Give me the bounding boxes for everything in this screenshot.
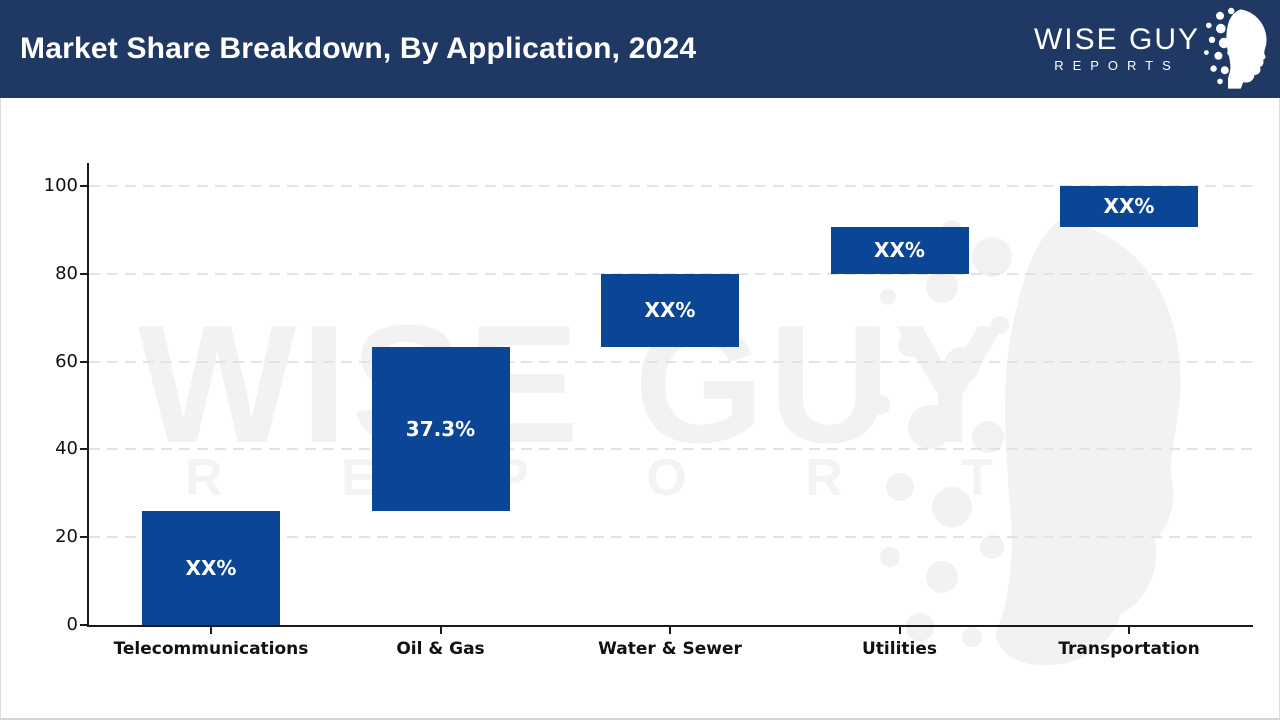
page-bottom-border [0,718,1280,720]
x-axis-spine [87,625,1253,627]
bar-value-label: XX% [185,555,237,580]
bar-utilities: XX% [830,226,969,274]
x-category-label: Telecommunications [113,639,309,659]
bar-value-label: XX% [1103,194,1155,219]
watermark-brand-text: WISE GUY [138,290,1011,478]
brand-tagline: REPORTS [1054,58,1180,73]
y-tick-label-40: 40 [55,438,78,460]
y-tick-label-100: 100 [43,175,78,196]
x-tickmark-3 [898,627,901,634]
y-tickmark-80 [80,272,87,275]
gridline-100 [89,185,1256,187]
x-category-label: Utilities [861,639,937,659]
x-category-label: Oil & Gas [396,639,485,659]
brand-logo-text: WISE GUY REPORTS [1033,23,1200,74]
y-axis-spine [87,163,89,627]
x-category-label: Water & Sewer [598,639,742,659]
bar-value-label: 37.3% [405,416,476,441]
bar-oil-gas: 37.3% [371,347,510,511]
page-title: Market Share Breakdown, By Application, … [20,32,697,65]
brand-name: WISE GUY [1033,23,1200,56]
y-tickmark-100 [80,185,87,187]
x-tickmark-0 [210,627,212,634]
bar-telecommunications: XX% [142,510,280,625]
bar-value-label: XX% [644,298,696,323]
gridline-40 [89,448,1256,451]
brand-logo: WISE GUY REPORTS [1034,0,1268,98]
bar-value-label: XX% [874,238,925,263]
gridline-60 [89,360,1256,363]
y-tickmark-0 [80,624,87,626]
x-tickmark-4 [1128,627,1130,634]
watermark-tagline-text: R E P O R T S [185,449,1199,507]
bar-water-sewer: XX% [601,273,739,348]
header-band: Market Share Breakdown, By Application, … [0,0,1280,98]
y-tickmark-20 [80,536,87,539]
head-profile-icon [1196,4,1268,95]
y-tick-label-80: 80 [55,262,78,284]
x-category-label: Transportation [1058,639,1200,659]
y-tick-label-60: 60 [55,350,78,372]
y-tickmark-60 [80,360,87,363]
bar-transportation: XX% [1060,186,1198,227]
y-tickmark-40 [80,448,87,451]
gridline-20 [89,536,1256,539]
x-tickmark-1 [439,627,442,634]
x-tickmark-2 [669,627,671,634]
y-tick-label-0: 0 [66,614,78,635]
y-tick-label-20: 20 [55,526,78,548]
